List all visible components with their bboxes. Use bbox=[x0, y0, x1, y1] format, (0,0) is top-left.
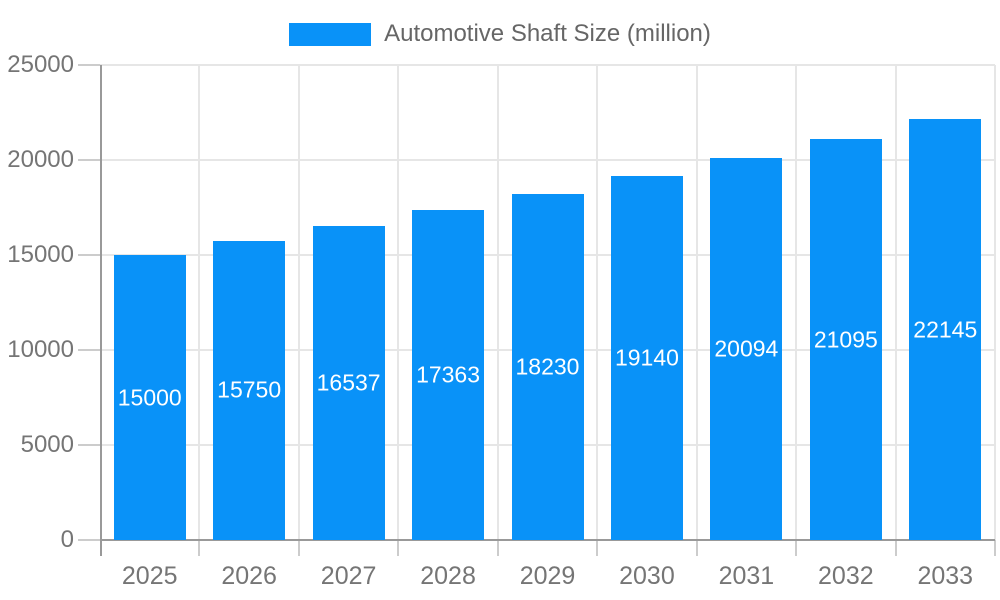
x-axis-tick bbox=[695, 540, 698, 556]
bar-2028[interactable] bbox=[412, 210, 485, 540]
bar-2031[interactable] bbox=[710, 158, 783, 540]
x-gridline bbox=[596, 65, 599, 540]
x-axis-tick bbox=[496, 540, 499, 556]
x-gridline bbox=[795, 65, 798, 540]
y-gridline bbox=[100, 159, 995, 161]
x-gridline bbox=[297, 65, 300, 540]
y-axis-label: 20000 bbox=[7, 146, 74, 173]
x-axis-label: 2025 bbox=[121, 562, 178, 590]
x-gridline bbox=[397, 65, 400, 540]
x-axis-label: 2027 bbox=[320, 562, 377, 590]
x-axis-label: 2026 bbox=[221, 562, 277, 590]
bar-2030[interactable] bbox=[610, 176, 683, 540]
bar-2026[interactable] bbox=[213, 240, 286, 540]
x-axis-tick bbox=[795, 540, 798, 556]
x-axis-tick bbox=[397, 540, 400, 556]
x-gridline bbox=[894, 65, 897, 540]
legend-label[interactable]: Automotive Shaft Size (million) bbox=[384, 20, 711, 47]
x-gridline bbox=[994, 65, 996, 540]
y-axis-label: 5000 bbox=[20, 431, 74, 458]
y-axis-tick bbox=[78, 444, 100, 446]
y-axis-tick bbox=[78, 254, 100, 256]
x-axis-label: 2033 bbox=[917, 562, 974, 590]
x-axis-tick bbox=[297, 540, 300, 556]
bar-2029[interactable] bbox=[511, 193, 584, 540]
x-axis-label: 2031 bbox=[718, 562, 775, 590]
y-axis-label: 25000 bbox=[7, 51, 74, 78]
y-axis-tick bbox=[78, 64, 100, 66]
x-axis-line bbox=[100, 539, 995, 541]
bar-2025[interactable] bbox=[113, 255, 186, 540]
x-axis-label: 2030 bbox=[619, 562, 675, 590]
x-gridline bbox=[198, 65, 201, 540]
x-gridline bbox=[496, 65, 499, 540]
bar-2032[interactable] bbox=[809, 139, 882, 540]
x-axis-tick bbox=[894, 540, 897, 556]
y-axis-tick bbox=[78, 349, 100, 351]
x-axis-tick bbox=[994, 540, 996, 556]
legend[interactable]: Automotive Shaft Size (million) bbox=[0, 20, 1000, 48]
y-gridline bbox=[100, 64, 995, 66]
bar-2027[interactable] bbox=[312, 225, 385, 540]
y-axis-label: 15000 bbox=[7, 241, 74, 268]
x-axis-tick bbox=[198, 540, 201, 556]
y-axis-label: 10000 bbox=[7, 336, 74, 363]
x-axis-label: 2029 bbox=[519, 562, 576, 590]
x-axis-tick bbox=[596, 540, 599, 556]
x-gridline bbox=[695, 65, 698, 540]
y-axis-line bbox=[100, 65, 102, 556]
y-axis-tick bbox=[78, 159, 100, 161]
bar-2033[interactable] bbox=[909, 119, 982, 540]
x-axis-label: 2032 bbox=[818, 562, 874, 590]
y-axis-label: 0 bbox=[60, 526, 74, 553]
legend-swatch[interactable] bbox=[289, 22, 372, 46]
y-axis-tick bbox=[78, 539, 100, 541]
x-axis-label: 2028 bbox=[420, 562, 476, 590]
